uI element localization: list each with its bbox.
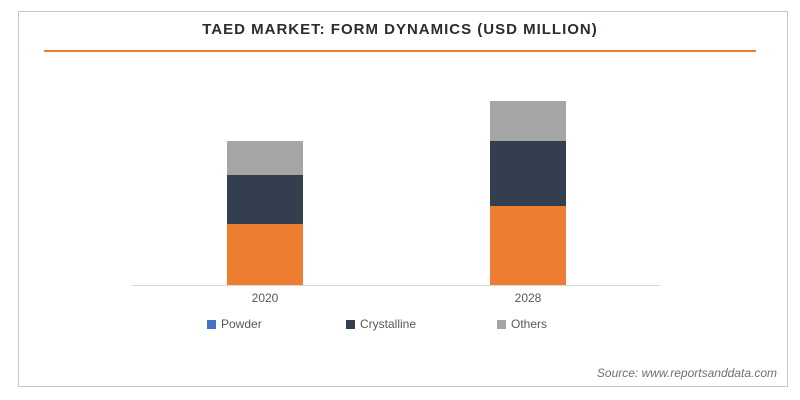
legend-item-powder: Powder bbox=[207, 317, 262, 331]
bar-segment-others-2020 bbox=[227, 141, 303, 175]
legend-label-powder: Powder bbox=[221, 317, 262, 331]
x-axis-line bbox=[132, 285, 660, 286]
title-divider-line bbox=[44, 50, 756, 52]
legend-item-others: Others bbox=[497, 317, 547, 331]
stacked-bar-2028 bbox=[490, 101, 566, 285]
legend-swatch-crystalline-icon bbox=[346, 319, 355, 329]
bar-segment-powder-2020 bbox=[227, 224, 303, 285]
x-axis-label-2028: 2028 bbox=[514, 291, 542, 305]
bar-segment-powder-2028 bbox=[490, 206, 566, 285]
chart-frame bbox=[18, 11, 788, 387]
chart-title: TAED MARKET: FORM DYNAMICS (USD MILLION) bbox=[202, 21, 598, 38]
bar-segment-crystalline-2028 bbox=[490, 141, 566, 206]
legend-item-crystalline: Crystalline bbox=[346, 317, 416, 331]
bar-segment-others-2028 bbox=[490, 101, 566, 141]
legend-swatch-powder-icon bbox=[207, 319, 216, 329]
source-attribution: Source: www.reportsanddata.com bbox=[596, 366, 777, 380]
legend-label-crystalline: Crystalline bbox=[360, 317, 417, 331]
stacked-bar-2020 bbox=[227, 141, 303, 285]
legend-swatch-others-icon bbox=[497, 319, 506, 329]
bar-segment-crystalline-2020 bbox=[227, 175, 303, 224]
legend-label-others: Others bbox=[511, 317, 548, 331]
x-axis-label-2020: 2020 bbox=[251, 291, 279, 305]
